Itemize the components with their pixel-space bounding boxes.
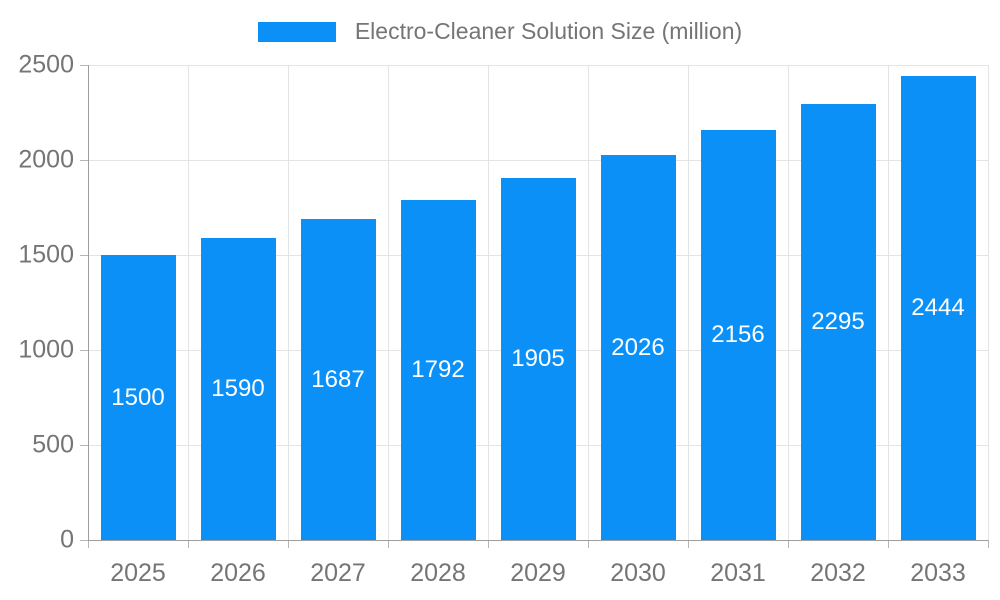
bar[interactable] bbox=[300, 219, 376, 540]
x-axis-tick bbox=[987, 540, 989, 548]
gridline-horizontal bbox=[88, 64, 988, 66]
y-axis-tick bbox=[80, 254, 88, 256]
bar[interactable] bbox=[700, 130, 776, 540]
bar[interactable] bbox=[500, 178, 576, 540]
bar-value-label: 1500 bbox=[111, 383, 165, 411]
x-axis-tick-label: 2032 bbox=[810, 559, 866, 587]
gridline-vertical bbox=[787, 65, 789, 540]
bar-value-label: 2444 bbox=[911, 293, 965, 321]
x-axis-tick bbox=[887, 540, 889, 548]
y-axis-tick bbox=[80, 539, 88, 541]
gridline-vertical bbox=[487, 65, 489, 540]
gridline-vertical bbox=[687, 65, 689, 540]
y-axis-tick bbox=[80, 64, 88, 66]
legend-swatch bbox=[257, 21, 336, 42]
y-axis-tick-label: 0 bbox=[60, 525, 74, 554]
gridline-horizontal bbox=[88, 159, 988, 161]
bar-value-label: 1687 bbox=[311, 365, 365, 393]
bar[interactable] bbox=[400, 199, 476, 540]
bar-value-label: 2295 bbox=[811, 307, 865, 335]
bar-value-label: 1792 bbox=[411, 355, 465, 383]
gridline-vertical bbox=[287, 65, 289, 540]
x-axis-tick-label: 2029 bbox=[510, 559, 566, 587]
legend-label: Electro-Cleaner Solution Size (million) bbox=[354, 18, 743, 44]
bar[interactable] bbox=[100, 255, 176, 540]
bar[interactable] bbox=[600, 155, 676, 540]
legend[interactable]: Electro-Cleaner Solution Size (million) bbox=[0, 18, 1000, 45]
bar[interactable] bbox=[900, 75, 976, 540]
bar-value-label: 2026 bbox=[611, 333, 665, 361]
y-axis-tick-label: 1000 bbox=[18, 335, 74, 364]
gridline-vertical bbox=[187, 65, 189, 540]
x-axis-tick bbox=[687, 540, 689, 548]
y-axis-tick bbox=[80, 444, 88, 446]
x-axis-tick-label: 2031 bbox=[710, 559, 766, 587]
y-axis-line bbox=[87, 65, 89, 540]
x-axis-tick bbox=[487, 540, 489, 548]
y-axis-tick-label: 2500 bbox=[18, 50, 74, 79]
y-axis-tick-label: 1500 bbox=[18, 240, 74, 269]
gridline-vertical bbox=[587, 65, 589, 540]
bar[interactable] bbox=[200, 237, 276, 540]
x-axis-tick-label: 2026 bbox=[210, 559, 266, 587]
bar[interactable] bbox=[800, 103, 876, 540]
y-axis-tick bbox=[80, 349, 88, 351]
x-axis-tick-label: 2025 bbox=[110, 559, 166, 587]
bar-value-label: 2156 bbox=[711, 321, 765, 349]
x-axis-tick bbox=[787, 540, 789, 548]
gridline-vertical bbox=[887, 65, 889, 540]
gridline-vertical bbox=[987, 65, 989, 540]
bar-value-label: 1905 bbox=[511, 345, 565, 373]
x-axis-tick bbox=[587, 540, 589, 548]
x-axis-tick bbox=[387, 540, 389, 548]
x-axis-tick-label: 2027 bbox=[310, 559, 366, 587]
y-axis-tick bbox=[80, 159, 88, 161]
y-axis-tick-label: 500 bbox=[32, 430, 74, 459]
x-axis-line bbox=[88, 539, 988, 541]
gridline-vertical bbox=[387, 65, 389, 540]
x-axis-tick-label: 2033 bbox=[910, 559, 966, 587]
x-axis-tick-label: 2028 bbox=[410, 559, 466, 587]
x-axis-tick bbox=[87, 540, 89, 548]
x-axis-tick bbox=[187, 540, 189, 548]
y-axis-tick-label: 2000 bbox=[18, 145, 74, 174]
x-axis-tick-label: 2030 bbox=[610, 559, 666, 587]
x-axis-tick bbox=[287, 540, 289, 548]
bar-value-label: 1590 bbox=[211, 374, 265, 402]
